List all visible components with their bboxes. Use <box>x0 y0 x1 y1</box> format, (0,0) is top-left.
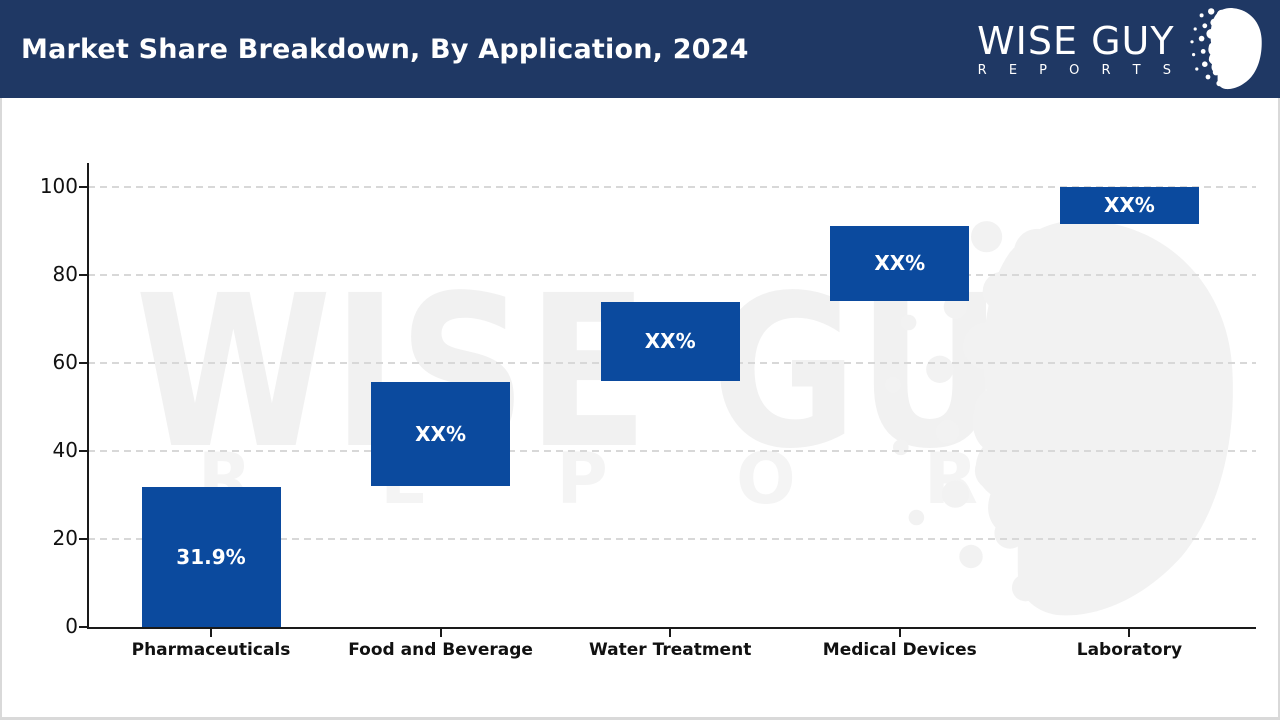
x-axis-tick-mark <box>210 629 212 637</box>
bar-value-label: XX% <box>644 329 696 354</box>
y-axis-tick-mark <box>79 362 87 364</box>
bar-value-label: XX% <box>874 251 926 276</box>
gridline-40 <box>88 450 1256 452</box>
y-axis-tick-mark <box>79 450 87 452</box>
x-axis-tick-mark <box>898 629 901 637</box>
y-axis-tick-label: 100 <box>39 174 78 198</box>
y-axis-tick-label: 40 <box>52 438 78 462</box>
bar-pharmaceuticals: 31.9% <box>141 486 281 627</box>
y-axis-tick-label: 20 <box>52 526 78 550</box>
watermark-face-icon <box>885 220 1233 616</box>
bar-value-label: 31.9% <box>176 544 246 569</box>
x-axis-spine <box>87 627 1256 629</box>
bar-food-and-beverage: XX% <box>371 381 511 487</box>
header-bar: Market Share Breakdown, By Application, … <box>0 0 1280 98</box>
x-axis-category-label: Water Treatment <box>589 640 752 660</box>
y-axis-tick-mark <box>79 538 87 540</box>
x-axis-tick-mark <box>439 629 442 637</box>
gridline-80 <box>88 274 1256 276</box>
bar-value-label: XX% <box>415 422 467 447</box>
wiseguy-logo-text: WISE GUY R E P O R T S <box>972 22 1180 77</box>
x-axis-category-label: Laboratory <box>1076 640 1183 660</box>
logo-subtitle: R E P O R T S <box>977 62 1180 78</box>
y-axis-tick-label: 0 <box>65 614 78 638</box>
y-axis-spine <box>87 163 89 629</box>
gridline-20 <box>88 538 1256 540</box>
y-axis-tick-mark <box>79 626 87 628</box>
gridline-100 <box>88 186 1256 188</box>
y-axis-tick-label: 80 <box>52 262 78 286</box>
y-axis-tick-label: 60 <box>52 350 78 374</box>
x-axis-tick-mark <box>669 629 672 637</box>
x-axis-category-label: Food and Beverage <box>348 640 533 660</box>
page-title: Market Share Breakdown, By Application, … <box>21 33 749 65</box>
logo-wordmark: WISE GUY <box>977 18 1175 63</box>
bar-medical-devices: XX% <box>830 225 970 301</box>
x-axis-category-label: Pharmaceuticals <box>131 640 291 660</box>
bar-laboratory: XX% <box>1059 186 1199 224</box>
y-axis-tick-mark <box>79 186 87 188</box>
wiseguy-face-icon <box>1190 8 1262 90</box>
x-axis-tick-mark <box>1128 629 1131 637</box>
x-axis-category-label: Medical Devices <box>822 640 977 660</box>
y-axis-tick-mark <box>79 274 87 276</box>
bar-value-label: XX% <box>1103 193 1155 218</box>
wiseguy-logo: WISE GUY R E P O R T S <box>972 5 1266 93</box>
bar-water-treatment: XX% <box>600 301 740 382</box>
